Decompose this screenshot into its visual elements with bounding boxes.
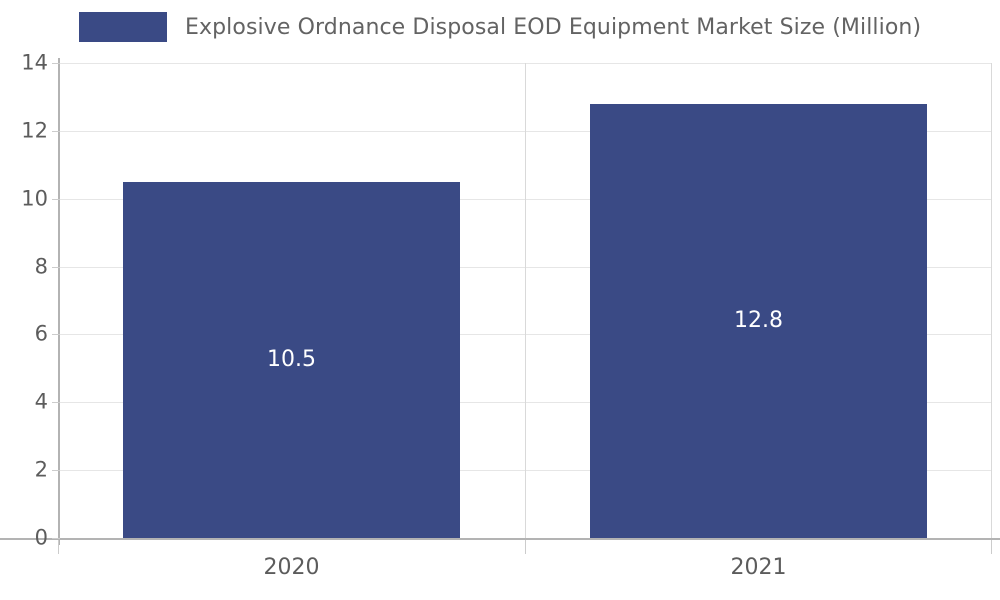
x-tick-mark-2 <box>991 540 992 554</box>
gridline-x-2 <box>991 63 992 538</box>
y-tick-mark-8 <box>52 266 60 268</box>
gridline-x-1 <box>525 63 526 538</box>
y-tick-mark-14 <box>52 63 60 64</box>
y-axis-tick-labels: 0 2 4 6 8 10 12 14 <box>0 0 48 600</box>
y-tick-label-14: 14 <box>21 50 48 75</box>
y-tick-label-2: 2 <box>34 457 48 482</box>
y-tick-label-6: 6 <box>34 321 48 346</box>
bar-value-label-2021: 12.8 <box>734 307 783 333</box>
y-tick-label-4: 4 <box>34 389 48 414</box>
x-axis-spine <box>0 538 1000 540</box>
y-tick-mark-6 <box>52 334 60 336</box>
chart-legend: Explosive Ordnance Disposal EOD Equipmen… <box>79 11 921 43</box>
bar-2021[interactable]: 12.8 <box>590 103 927 538</box>
legend-swatch-series-1 <box>79 12 167 42</box>
x-tick-mark-1 <box>525 540 526 554</box>
y-tick-mark-0 <box>52 538 60 539</box>
y-tick-mark-12 <box>52 130 60 132</box>
x-tick-label-2020: 2020 <box>263 555 320 580</box>
y-tick-mark-2 <box>52 470 60 472</box>
bar-value-label-2020: 10.5 <box>267 346 316 372</box>
x-tick-mark-0 <box>58 540 59 554</box>
plot-area: 10.5 12.8 <box>58 63 992 539</box>
legend-label-series-1: Explosive Ordnance Disposal EOD Equipmen… <box>185 14 922 40</box>
bar-2020[interactable]: 10.5 <box>123 181 460 538</box>
y-tick-mark-4 <box>52 402 60 404</box>
y-axis-spine <box>58 58 60 545</box>
y-tick-label-8: 8 <box>34 254 48 279</box>
y-tick-label-0: 0 <box>34 525 48 550</box>
x-tick-label-2021: 2021 <box>730 555 787 580</box>
y-tick-mark-10 <box>52 198 60 200</box>
y-tick-label-12: 12 <box>21 118 48 143</box>
y-tick-label-10: 10 <box>21 186 48 211</box>
